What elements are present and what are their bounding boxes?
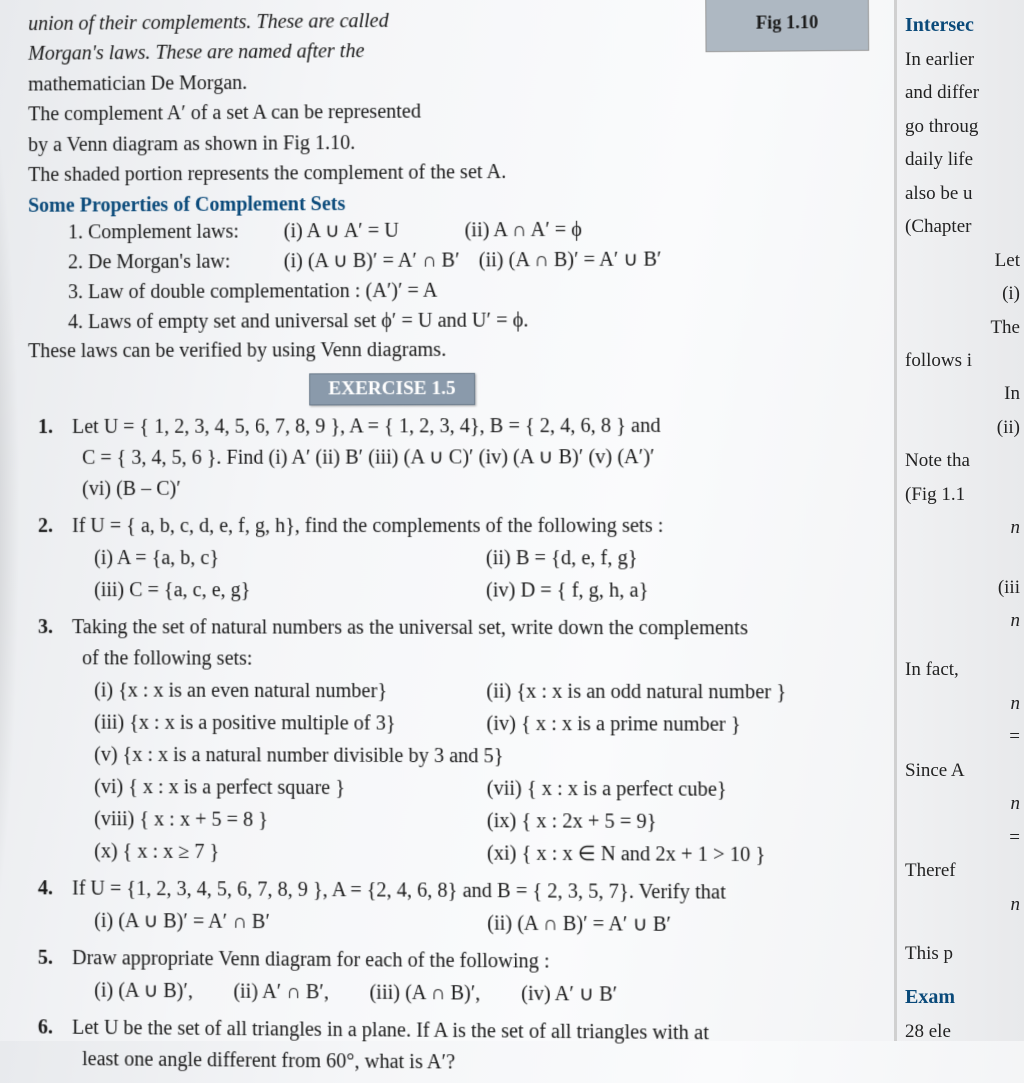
question-5: 5.Draw appropriate Venn diagram for each… — [28, 942, 886, 1013]
prop-2: 2. De Morgan's law: (i) (A ∪ B)′ = A′ ∩ … — [68, 244, 881, 278]
prop-1: 1. Complement laws: (i) A ∪ A′ = U (ii) … — [68, 213, 881, 247]
intro-line-5: by a Venn diagram as shown in Fig 1.10. — [28, 125, 880, 159]
prop-3: 3. Law of double complementation : (A′)′… — [68, 274, 881, 308]
question-4: 4.If U = {1, 2, 3, 4, 5, 6, 7, 8, 9 }, A… — [28, 873, 886, 942]
prop-4: 4. Laws of empty set and universal set ϕ… — [68, 304, 881, 337]
intro-line-4: The complement A′ of a set A can be repr… — [28, 94, 880, 129]
question-2: 2.If U = { a, b, c, d, e, f, g, h}, find… — [28, 510, 883, 606]
textbook-page: Fig 1.10 union of their complements. The… — [0, 0, 887, 1083]
verify-line: These laws can be verified by using Venn… — [28, 335, 882, 366]
next-page-edge: Intersec In earlier and differ go throug… — [894, 0, 1024, 1041]
intro-line-6: The shaded portion represents the comple… — [28, 155, 880, 189]
question-6: 6.Let U be the set of all triangles in a… — [28, 1012, 887, 1083]
exercise-badge: EXERCISE 1.5 — [309, 373, 475, 406]
question-1: 1.Let U = { 1, 2, 3, 4, 5, 6, 7, 8, 9 },… — [28, 410, 883, 505]
question-3: 3.Taking the set of natural numbers as t… — [28, 612, 885, 872]
figure-box: Fig 1.10 — [705, 0, 869, 52]
intro-line-3: mathematician De Morgan. — [28, 64, 880, 99]
figure-label: Fig 1.10 — [756, 12, 818, 33]
